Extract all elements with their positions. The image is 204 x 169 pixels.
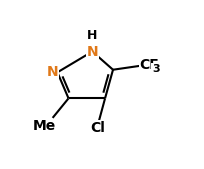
Text: H: H xyxy=(87,29,97,42)
Text: CF: CF xyxy=(139,58,158,72)
Text: N: N xyxy=(47,65,58,79)
Text: 3: 3 xyxy=(151,64,159,74)
Text: Me: Me xyxy=(32,119,55,133)
Text: N: N xyxy=(86,44,98,58)
Text: Cl: Cl xyxy=(90,121,105,135)
